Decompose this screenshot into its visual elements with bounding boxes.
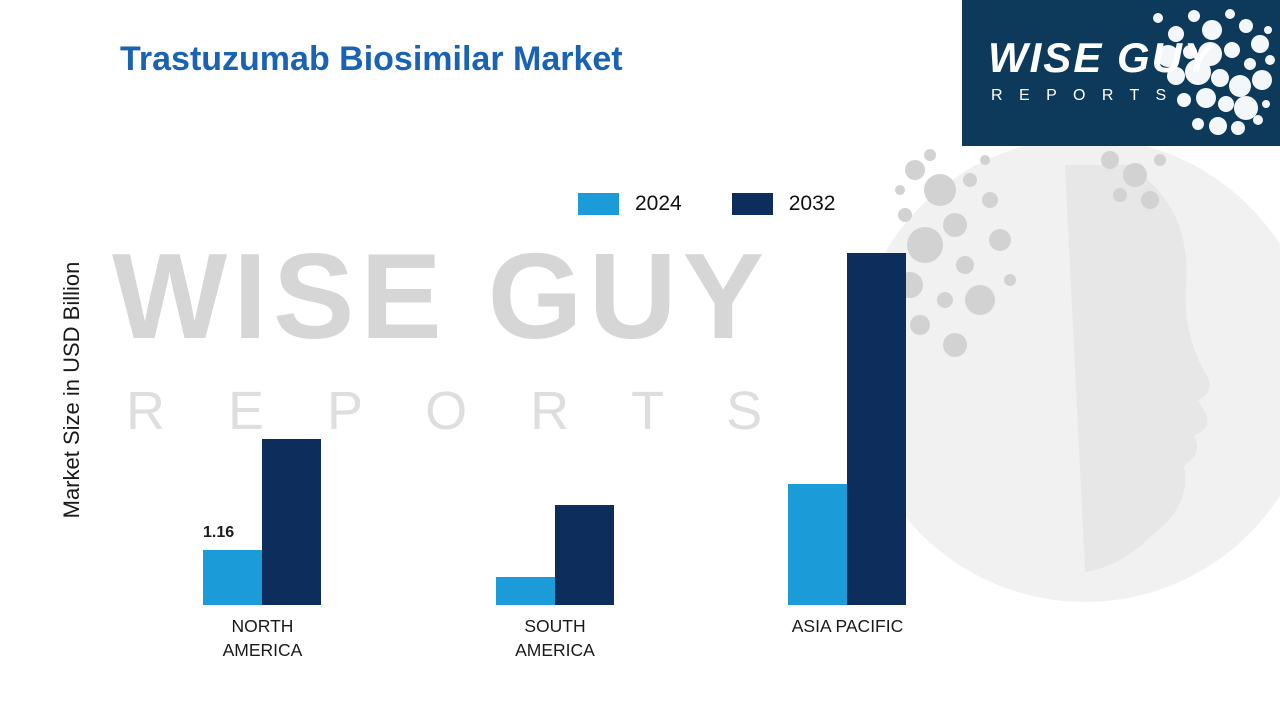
watermark: WISE GUY R E P O R T S: [112, 226, 786, 442]
bar-group-south-america: SOUTH AMERICA: [495, 225, 615, 660]
logo-text: WISE GUY R E P O R T S: [988, 34, 1214, 105]
bar-2024-north-america: 1.16: [203, 524, 262, 605]
bar-2024-south-america: [495, 577, 555, 605]
bar-group-north-america: 1.16 NORTH AMERICA: [203, 225, 322, 660]
decorative-face-graphic: [860, 138, 1280, 602]
logo-face-dots: [1153, 9, 1275, 135]
bar-2032-asia-pacific: [847, 253, 906, 605]
logo-subtitle: R E P O R T S: [991, 87, 1173, 104]
page-title: Trastuzumab Biosimilar Market: [120, 40, 623, 78]
category-label-asia-pacific: ASIA PACIFIC: [791, 616, 904, 636]
legend-item-2024: 2024: [578, 192, 682, 216]
bar-2024-asia-pacific: [788, 484, 847, 605]
logo-wordmark: WISE GUY: [988, 34, 1215, 81]
watermark-line2: R E P O R T S: [126, 381, 787, 441]
bar-2032-south-america: [554, 505, 614, 605]
bar-group-asia-pacific: ASIA PACIFIC: [788, 225, 907, 636]
category-label-south-america: SOUTH AMERICA: [515, 616, 595, 660]
category-label-north-america: NORTH AMERICA: [222, 616, 303, 660]
logo: WISE GUY R E P O R T S: [962, 0, 1280, 146]
legend-label-2032: 2032: [788, 192, 836, 215]
chart-groups: 1.16 NORTH AMERICA SOUTH AMERICA ASIA PACIF…: [203, 225, 907, 660]
bar-value-label: 1.16: [203, 524, 235, 541]
legend-swatch-2032: [731, 193, 773, 215]
bar-2032-north-america: [262, 439, 321, 605]
watermark-line1: WISE GUY: [112, 228, 771, 364]
legend-item-2032: 2032: [731, 192, 836, 216]
legend: 2024 2032: [578, 192, 835, 216]
y-axis-label: Market Size in USD Billion: [59, 261, 84, 519]
legend-swatch-2024: [578, 193, 619, 215]
legend-label-2024: 2024: [635, 192, 682, 215]
